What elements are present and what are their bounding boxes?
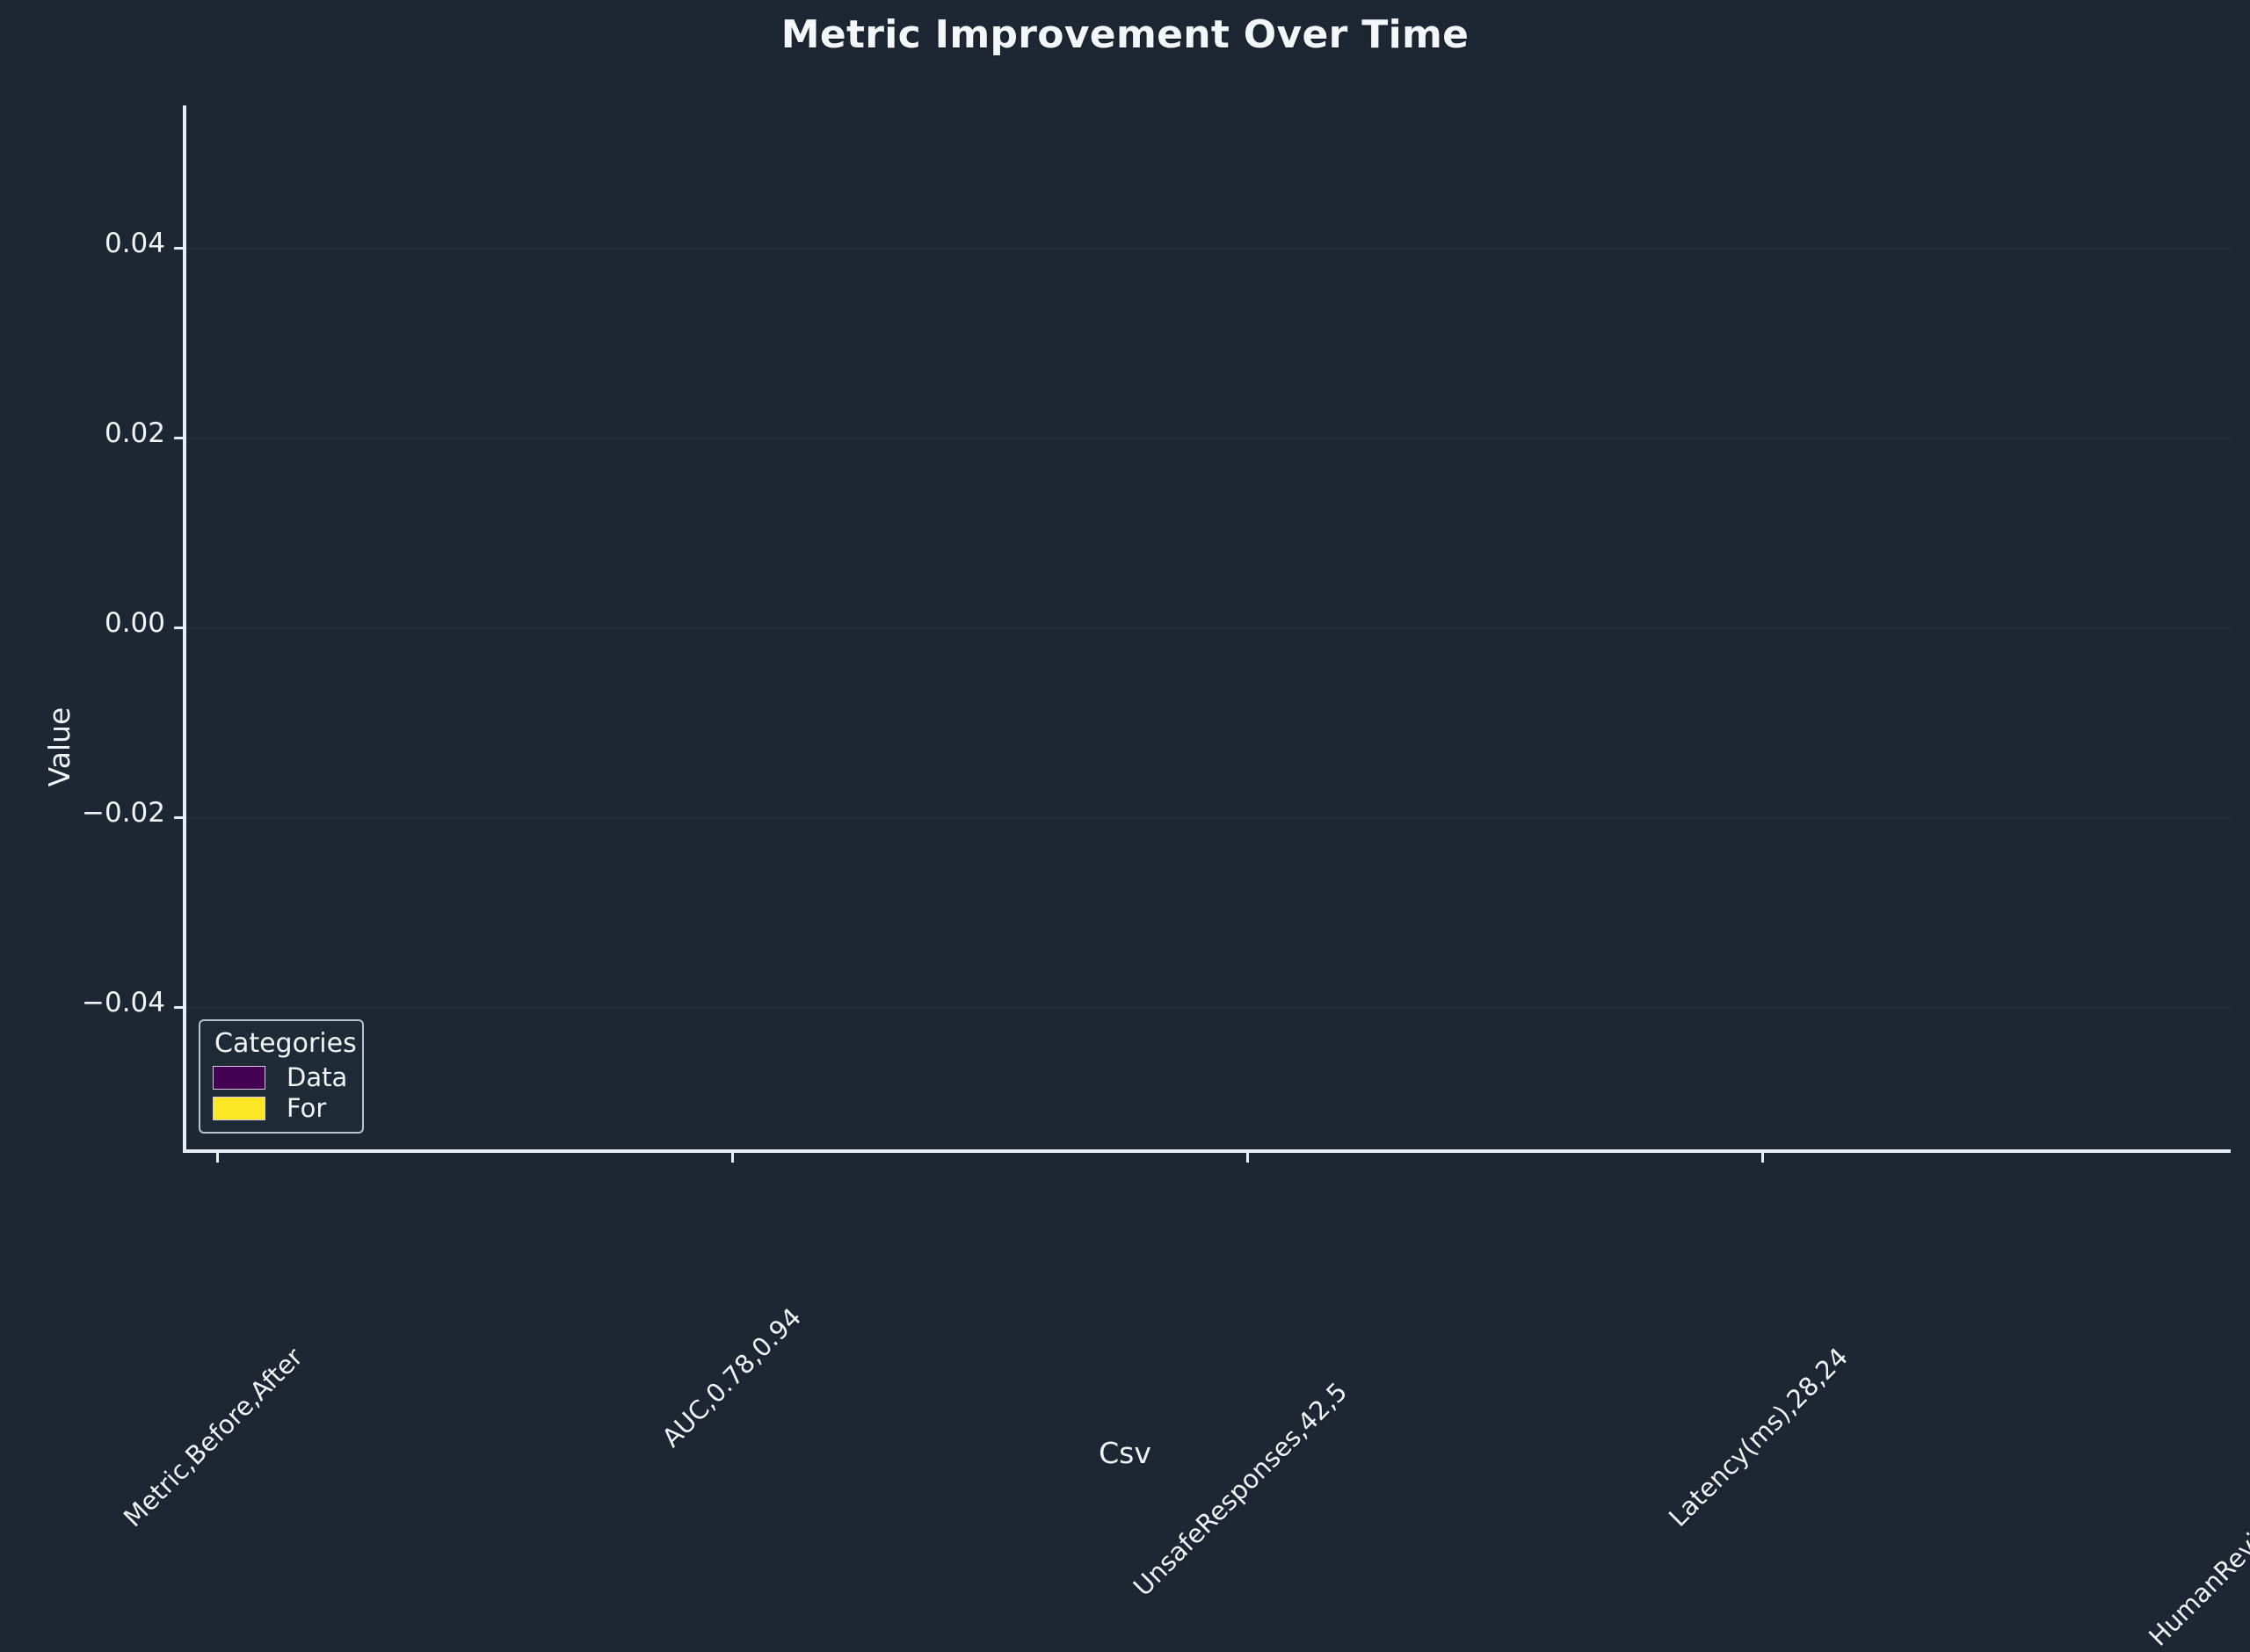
x-axis-label: Csv — [1099, 1436, 1151, 1470]
x-tick-label: UnsafeResponses,42,5 — [1128, 1172, 1557, 1601]
y-tick-label: 0.00 — [104, 607, 165, 639]
x-tick-mark — [730, 1149, 734, 1163]
legend-item-label: For — [287, 1092, 327, 1123]
y-tick-mark — [174, 436, 186, 439]
y-tick-label: 0.02 — [104, 417, 165, 449]
y-tick-label: −0.04 — [82, 987, 165, 1018]
y-tick-label: 0.04 — [104, 228, 165, 259]
legend-item[interactable]: Data — [213, 1061, 350, 1092]
gridline — [186, 817, 2231, 818]
legend-swatch — [213, 1065, 265, 1090]
plot-area: 0.04 0.02 0.00 −0.02 −0.04 Metric,Before,Aft… — [82, 105, 2250, 1652]
x-tick-mark — [1760, 1149, 1764, 1163]
x-tick-mark — [1245, 1149, 1249, 1163]
data-series-layer — [186, 105, 2231, 1149]
x-tick-label-text: UnsafeResponses,42,5 — [1127, 1376, 1354, 1602]
gridline — [186, 1007, 2231, 1008]
page-title: Metric Improvement Over Time — [780, 12, 1470, 57]
x-tick-label: Latency(ms),28,24 — [1663, 1172, 2023, 1532]
y-tick-mark — [174, 815, 186, 819]
legend-item-label: Data — [287, 1061, 348, 1092]
x-tick-label: Metric,Before,After — [118, 1172, 478, 1532]
gridline — [186, 248, 2231, 249]
gridline — [186, 627, 2231, 628]
legend-swatch — [213, 1096, 265, 1120]
legend-item[interactable]: For — [213, 1092, 350, 1123]
y-axis-label: Value — [41, 706, 76, 786]
x-tick-mark — [215, 1149, 219, 1163]
legend-title: Categories — [214, 1028, 357, 1059]
legend-entries: Data For — [213, 1061, 350, 1123]
legend: Categories Data For — [199, 1019, 364, 1134]
x-tick-label: AUC,0.78,0.94 — [656, 1172, 937, 1453]
y-tick-label: −0.02 — [82, 797, 165, 829]
y-tick-mark — [174, 1005, 186, 1009]
y-tick-mark — [174, 246, 186, 250]
chart-figure: Metric Improvement Over Time Value 0.04 0… — [41, 12, 2250, 1652]
y-tick-mark — [174, 626, 186, 629]
x-tick-label-text: AUC,0.78,0.94 — [656, 1301, 808, 1453]
